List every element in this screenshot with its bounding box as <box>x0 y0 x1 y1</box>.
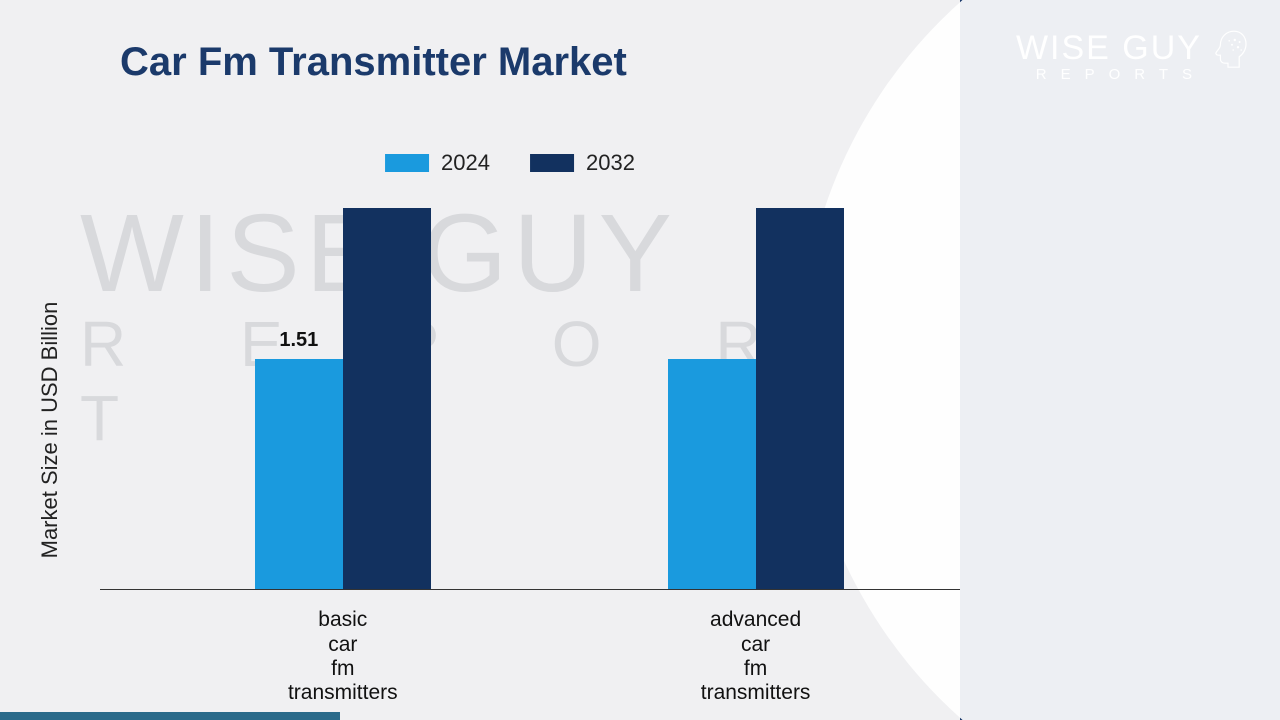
bar-group-basic: 1.51 basic car fm transmitters <box>255 208 431 589</box>
legend-swatch-2032 <box>530 154 574 172</box>
y-axis-label: Market Size in USD Billion <box>37 302 63 559</box>
legend-item-2032: 2032 <box>530 150 635 176</box>
brain-head-icon <box>1210 28 1250 68</box>
bar-value-label: 1.51 <box>279 329 318 352</box>
brand-line1: WISE GUY <box>1016 29 1202 68</box>
chart-title: Car Fm Transmitter Market <box>120 40 627 85</box>
bar-advanced-2024 <box>668 359 756 589</box>
legend-swatch-2024 <box>385 154 429 172</box>
bar-advanced-2032 <box>756 208 844 589</box>
brand-logo: WISE GUY REPORTS <box>1016 28 1250 83</box>
bar-group-advanced: advanced car fm transmitters <box>668 208 844 589</box>
bar-basic-2024: 1.51 <box>255 359 343 589</box>
category-label-advanced: advanced car fm transmitters <box>701 608 811 705</box>
bottom-accent-bar <box>0 712 340 720</box>
legend-label-2024: 2024 <box>441 150 490 176</box>
brand-line2: REPORTS <box>1016 66 1250 83</box>
legend-label-2032: 2032 <box>586 150 635 176</box>
legend: 2024 2032 <box>385 150 635 176</box>
chart-area: Market Size in USD Billion 2024 2032 1.5… <box>60 150 960 710</box>
legend-item-2024: 2024 <box>385 150 490 176</box>
plot-region: 1.51 basic car fm transmitters advanced … <box>100 194 960 590</box>
page: WISE GUY REPORTS Car Fm Transmitter Mark… <box>0 0 1280 720</box>
bar-basic-2032 <box>343 208 431 589</box>
category-label-basic: basic car fm transmitters <box>288 608 398 705</box>
